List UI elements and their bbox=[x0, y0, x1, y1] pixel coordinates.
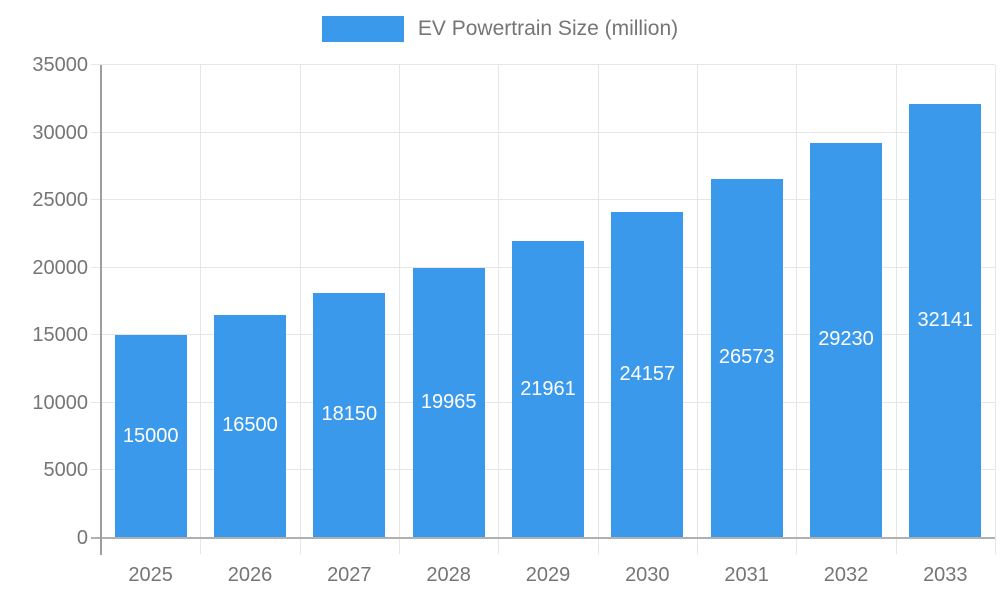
bar-value-label: 15000 bbox=[122, 424, 179, 447]
vertical-gridline bbox=[498, 65, 500, 554]
bar-value-label: 21961 bbox=[520, 377, 576, 400]
bar: 19965 bbox=[412, 268, 485, 537]
legend-label: EV Powertrain Size (million) bbox=[417, 17, 679, 40]
gridline bbox=[91, 64, 995, 65]
bar-value-label: 24157 bbox=[619, 362, 676, 385]
legend-swatch bbox=[321, 16, 404, 42]
bar: 26573 bbox=[710, 178, 783, 537]
vertical-gridline bbox=[399, 65, 400, 554]
bar-value-label: 19965 bbox=[420, 391, 477, 414]
gridline bbox=[91, 199, 995, 201]
y-tick-label: 30000 bbox=[32, 121, 88, 144]
bar: 18150 bbox=[313, 292, 386, 537]
x-tick-label: 2029 bbox=[525, 564, 571, 586]
x-axis-line bbox=[91, 537, 995, 539]
bar: 15000 bbox=[114, 335, 187, 537]
x-tick-label: 2032 bbox=[823, 564, 869, 586]
y-tick-label: 25000 bbox=[32, 189, 88, 212]
y-tick-label: 0 bbox=[76, 527, 88, 549]
x-tick-label: 2025 bbox=[128, 564, 173, 586]
y-axis-line bbox=[100, 65, 102, 555]
bar: 21961 bbox=[512, 241, 584, 537]
x-tick-label: 2033 bbox=[923, 564, 968, 586]
vertical-gridline bbox=[995, 65, 996, 554]
vertical-gridline bbox=[597, 65, 599, 554]
y-tick-label: 10000 bbox=[32, 391, 88, 414]
gridline bbox=[91, 131, 995, 133]
y-tick-label: 20000 bbox=[32, 256, 88, 279]
legend: EV Powertrain Size (million) bbox=[0, 16, 1000, 42]
bar: 32141 bbox=[909, 103, 982, 537]
vertical-gridline bbox=[697, 65, 698, 554]
x-tick-label: 2026 bbox=[227, 564, 273, 586]
y-tick-label: 35000 bbox=[32, 54, 88, 76]
vertical-gridline bbox=[299, 65, 301, 554]
bar-value-label: 26573 bbox=[718, 346, 775, 369]
y-tick-label: 15000 bbox=[32, 324, 88, 347]
x-tick-label: 2031 bbox=[724, 564, 769, 586]
x-tick-label: 2030 bbox=[625, 564, 670, 586]
bar-value-label: 29230 bbox=[818, 328, 874, 351]
bar: 24157 bbox=[611, 211, 684, 537]
vertical-gridline bbox=[200, 65, 202, 554]
bar-value-label: 16500 bbox=[222, 414, 278, 437]
bar: 29230 bbox=[810, 142, 882, 537]
x-tick-label: 2028 bbox=[426, 564, 471, 586]
bar-value-label: 18150 bbox=[321, 403, 378, 426]
vertical-gridline bbox=[796, 65, 798, 554]
bar-value-label: 32141 bbox=[917, 308, 974, 331]
bar: 16500 bbox=[214, 315, 286, 537]
vertical-gridline bbox=[895, 65, 897, 554]
x-tick-label: 2027 bbox=[327, 564, 372, 586]
y-tick-label: 5000 bbox=[43, 459, 89, 482]
